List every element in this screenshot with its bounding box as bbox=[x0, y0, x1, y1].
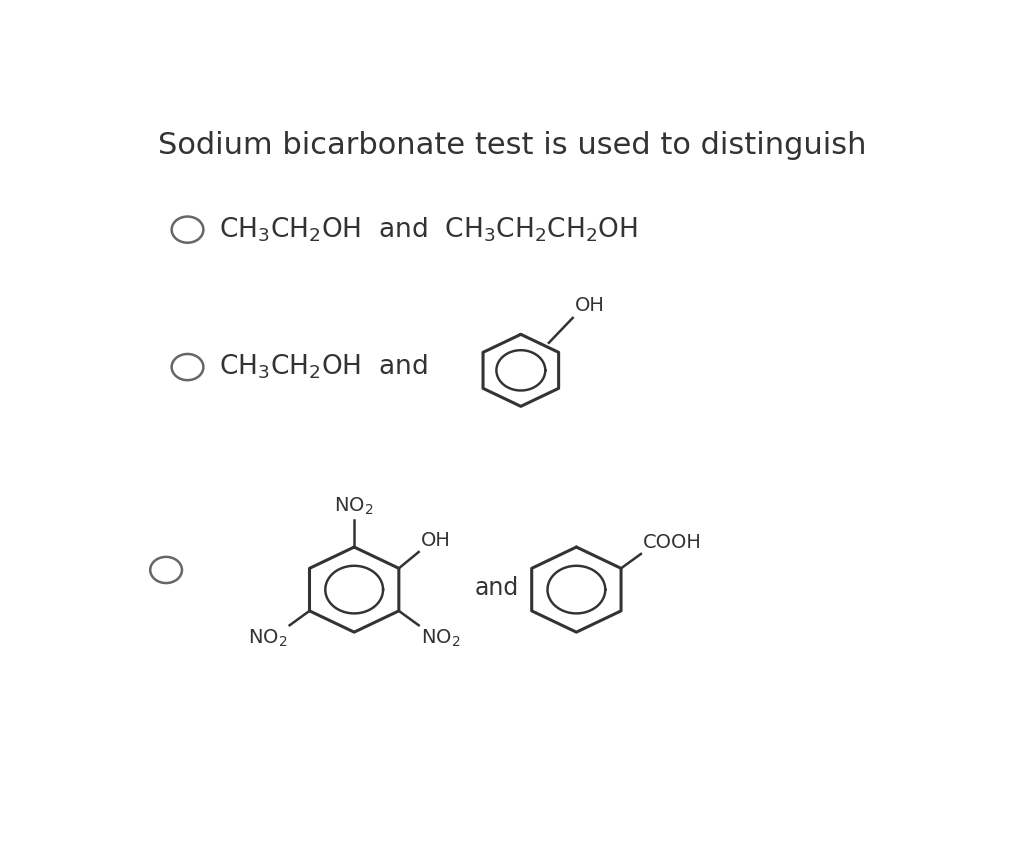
Text: $\mathregular{NO_2}$: $\mathregular{NO_2}$ bbox=[248, 627, 288, 649]
Text: OH: OH bbox=[421, 531, 451, 550]
Text: and: and bbox=[475, 575, 519, 599]
Text: $\mathregular{CH_3CH_2OH}$  and  $\mathregular{CH_3CH_2CH_2OH}$: $\mathregular{CH_3CH_2OH}$ and $\mathreg… bbox=[219, 215, 638, 244]
Text: $\mathregular{NO_2}$: $\mathregular{NO_2}$ bbox=[421, 627, 461, 649]
Text: OH: OH bbox=[575, 297, 605, 315]
Text: $\mathregular{CH_3CH_2OH}$  and: $\mathregular{CH_3CH_2OH}$ and bbox=[219, 353, 428, 382]
Text: Sodium bicarbonate test is used to distinguish: Sodium bicarbonate test is used to disti… bbox=[158, 132, 866, 161]
Text: $\mathregular{NO_2}$: $\mathregular{NO_2}$ bbox=[335, 496, 374, 517]
Text: COOH: COOH bbox=[643, 533, 702, 552]
